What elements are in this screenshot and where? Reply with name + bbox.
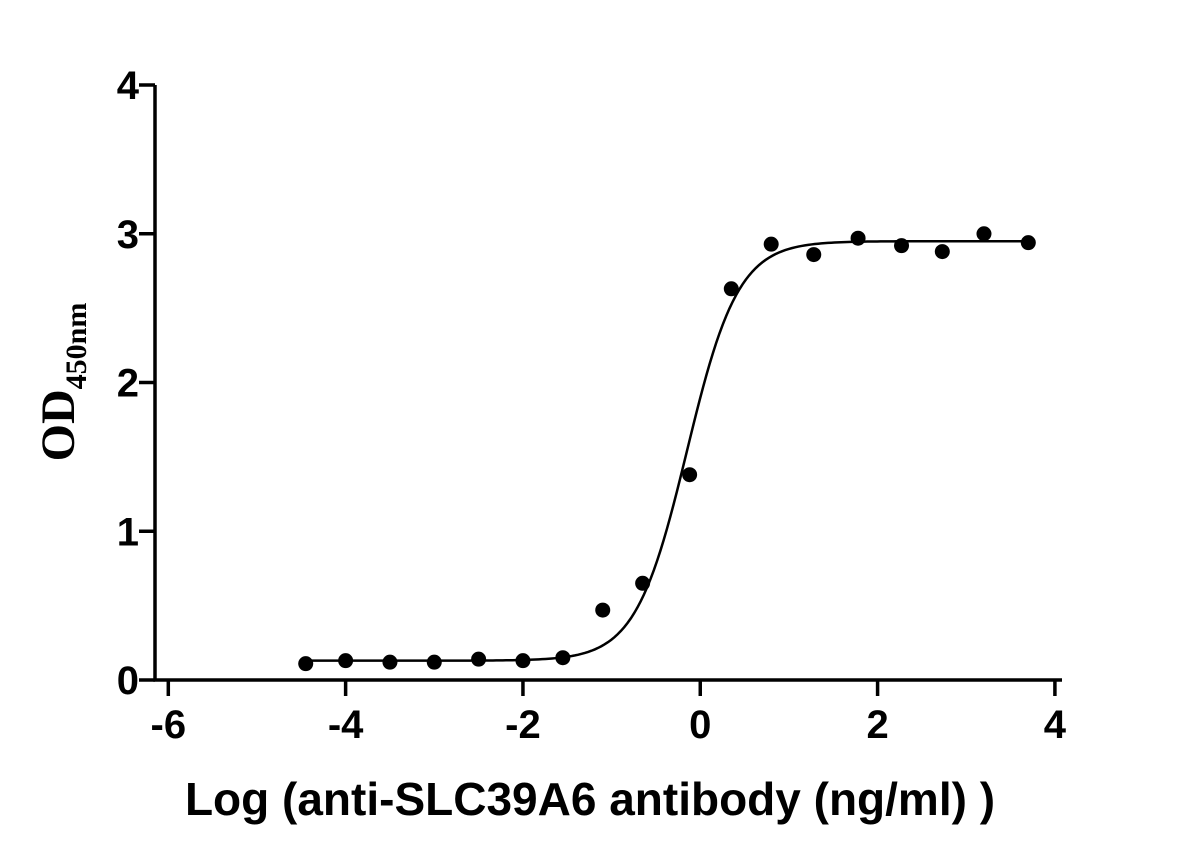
y-axis-title-main: OD xyxy=(32,389,85,461)
data-point xyxy=(555,650,571,666)
data-point xyxy=(806,247,822,263)
x-tick-label: 0 xyxy=(689,703,711,747)
data-point xyxy=(1020,235,1036,251)
data-point xyxy=(850,230,866,246)
axes xyxy=(153,85,1062,682)
data-point xyxy=(934,244,950,260)
data-point xyxy=(515,653,531,669)
y-tick-label: 4 xyxy=(117,64,140,108)
x-tick-label: -6 xyxy=(151,703,187,747)
axis-frame xyxy=(153,85,1062,682)
data-point xyxy=(682,467,698,483)
axis-tick-labels: 0 1 2 3 4 -6 -4 -2 0 2 4 xyxy=(117,64,1067,747)
data-point xyxy=(763,236,779,252)
fit-curve xyxy=(304,239,1030,662)
x-tick-label: -4 xyxy=(328,703,364,747)
y-tick-label: 0 xyxy=(117,659,139,703)
dose-response-curve xyxy=(304,239,1030,662)
x-tick-label: 2 xyxy=(866,703,888,747)
x-tick-label: -2 xyxy=(505,703,541,747)
data-point xyxy=(894,238,910,254)
x-axis-title: Log (anti-SLC39A6 antibody (ng/ml) ) xyxy=(185,773,995,825)
y-tick-label: 2 xyxy=(117,362,139,406)
axis-ticks xyxy=(139,83,1057,696)
x-tick-label: 4 xyxy=(1044,703,1067,747)
data-point xyxy=(976,226,992,242)
y-tick-label: 3 xyxy=(117,213,139,257)
data-point xyxy=(382,654,398,670)
data-point xyxy=(298,656,314,672)
data-point xyxy=(635,575,651,591)
data-point xyxy=(471,651,487,667)
data-points xyxy=(298,226,1036,672)
data-point xyxy=(338,653,354,669)
y-axis-title: OD450nm xyxy=(32,303,93,462)
y-tick-label: 1 xyxy=(117,510,139,554)
y-axis-title-sub: 450nm xyxy=(60,303,93,390)
data-point xyxy=(426,654,442,670)
data-point xyxy=(723,281,739,297)
data-point xyxy=(595,602,611,618)
